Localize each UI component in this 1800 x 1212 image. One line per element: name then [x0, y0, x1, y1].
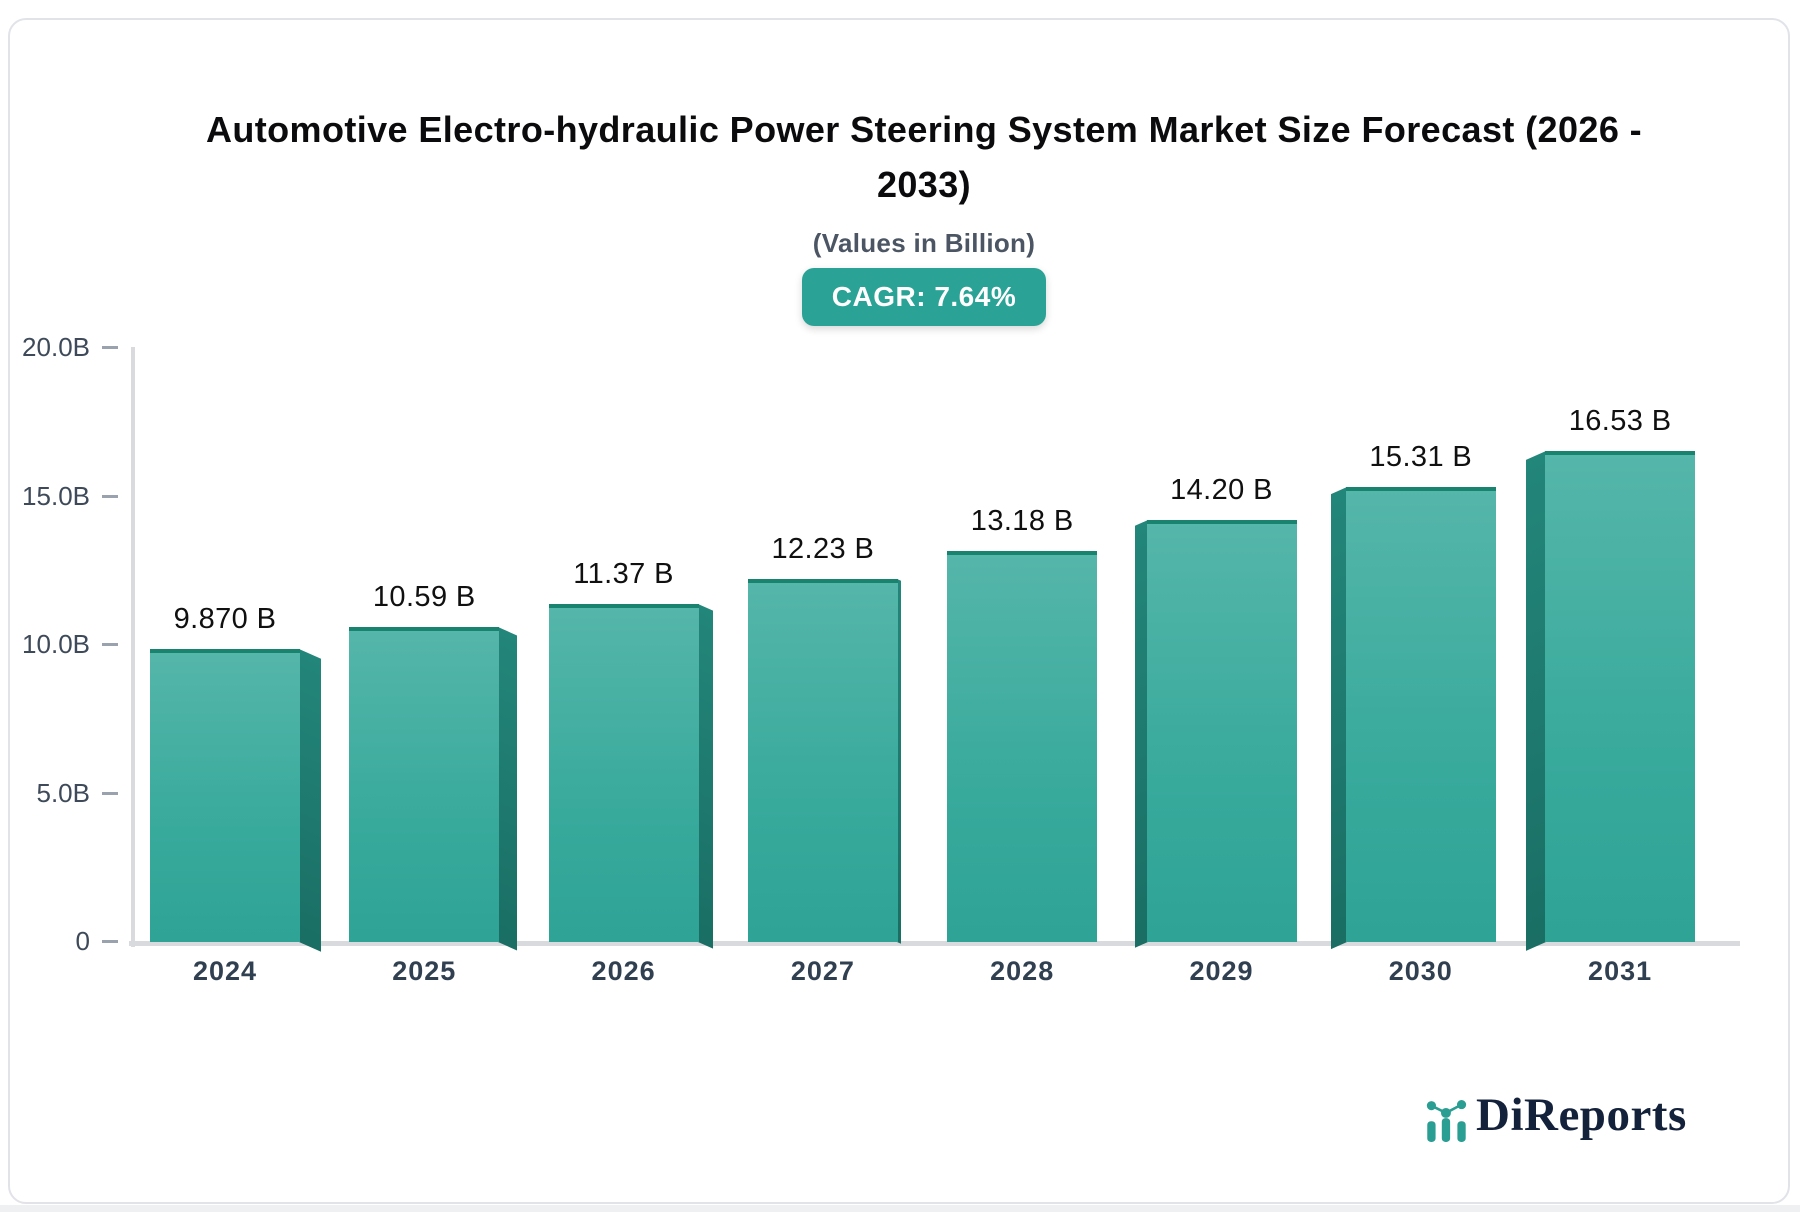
bar-2029 [1146, 520, 1297, 942]
y-tick-label: 10.0B [22, 629, 90, 659]
chart-title-line2: 2033) [876, 164, 972, 205]
bar-value-label: 11.37 B [573, 558, 674, 591]
chart-header: Automotive Electro-hydraulic Power Steer… [48, 102, 1800, 326]
bottom-edge-strip [0, 1205, 1800, 1212]
brand-logo: DiReports [1424, 1088, 1687, 1142]
y-tick-dash [102, 791, 118, 795]
x-axis-category-label: 2029 [1189, 956, 1254, 986]
bar-value-label: 9.870 B [173, 602, 277, 635]
y-tick-dash [102, 643, 118, 646]
x-axis-line [129, 941, 1740, 946]
y-tick-label: 15.0B [22, 480, 90, 511]
chart-title-line1: Automotive Electro-hydraulic Power Steer… [205, 109, 1643, 150]
direports-logo-icon [1426, 1100, 1467, 1142]
bar-value-label: 12.23 B [771, 532, 875, 565]
bar-2028 [947, 550, 1098, 942]
bar-side-face [498, 627, 518, 951]
x-axis-category-label: 2030 [1388, 956, 1453, 986]
x-axis-category-label: 2025 [392, 956, 457, 986]
bar-2027 [747, 578, 898, 942]
y-tick-label: 20.0B [22, 332, 90, 362]
bar-side-face [697, 604, 713, 949]
y-tick-dash [102, 940, 118, 943]
x-axis-category-label: 2027 [790, 956, 855, 986]
bar-value-label: 13.18 B [970, 504, 1074, 537]
cagr-badge: CAGR: 7.64% [801, 268, 1047, 326]
bar-2026 [548, 604, 699, 942]
bar-2024 [150, 648, 300, 942]
bar-side-face [1526, 451, 1547, 951]
bar-side-face [299, 648, 321, 952]
bar-side-face [1330, 487, 1347, 950]
x-axis-category-label: 2028 [990, 956, 1055, 986]
y-tick-label: 5.0B [36, 777, 91, 808]
chart-subtitle: (Values in Billion) [812, 228, 1036, 258]
bar-value-label: 15.31 B [1369, 441, 1473, 474]
bar-value-label: 14.20 B [1170, 474, 1273, 507]
brand-name: DiReports [1476, 1089, 1687, 1141]
bar-value-label: 10.59 B [372, 581, 476, 614]
y-tick-dash [102, 346, 118, 349]
bar-value-label: 16.53 B [1568, 405, 1672, 438]
y-tick-label: 0 [75, 926, 90, 956]
x-axis-category-label: 2024 [192, 956, 258, 986]
bar-2030 [1345, 487, 1496, 942]
x-axis-category-label: 2031 [1588, 956, 1653, 986]
bar-2031 [1545, 451, 1696, 942]
bar-2025 [349, 627, 500, 942]
x-axis-category-label: 2026 [591, 956, 656, 986]
y-axis-line [131, 347, 135, 947]
y-tick-dash [102, 494, 118, 498]
